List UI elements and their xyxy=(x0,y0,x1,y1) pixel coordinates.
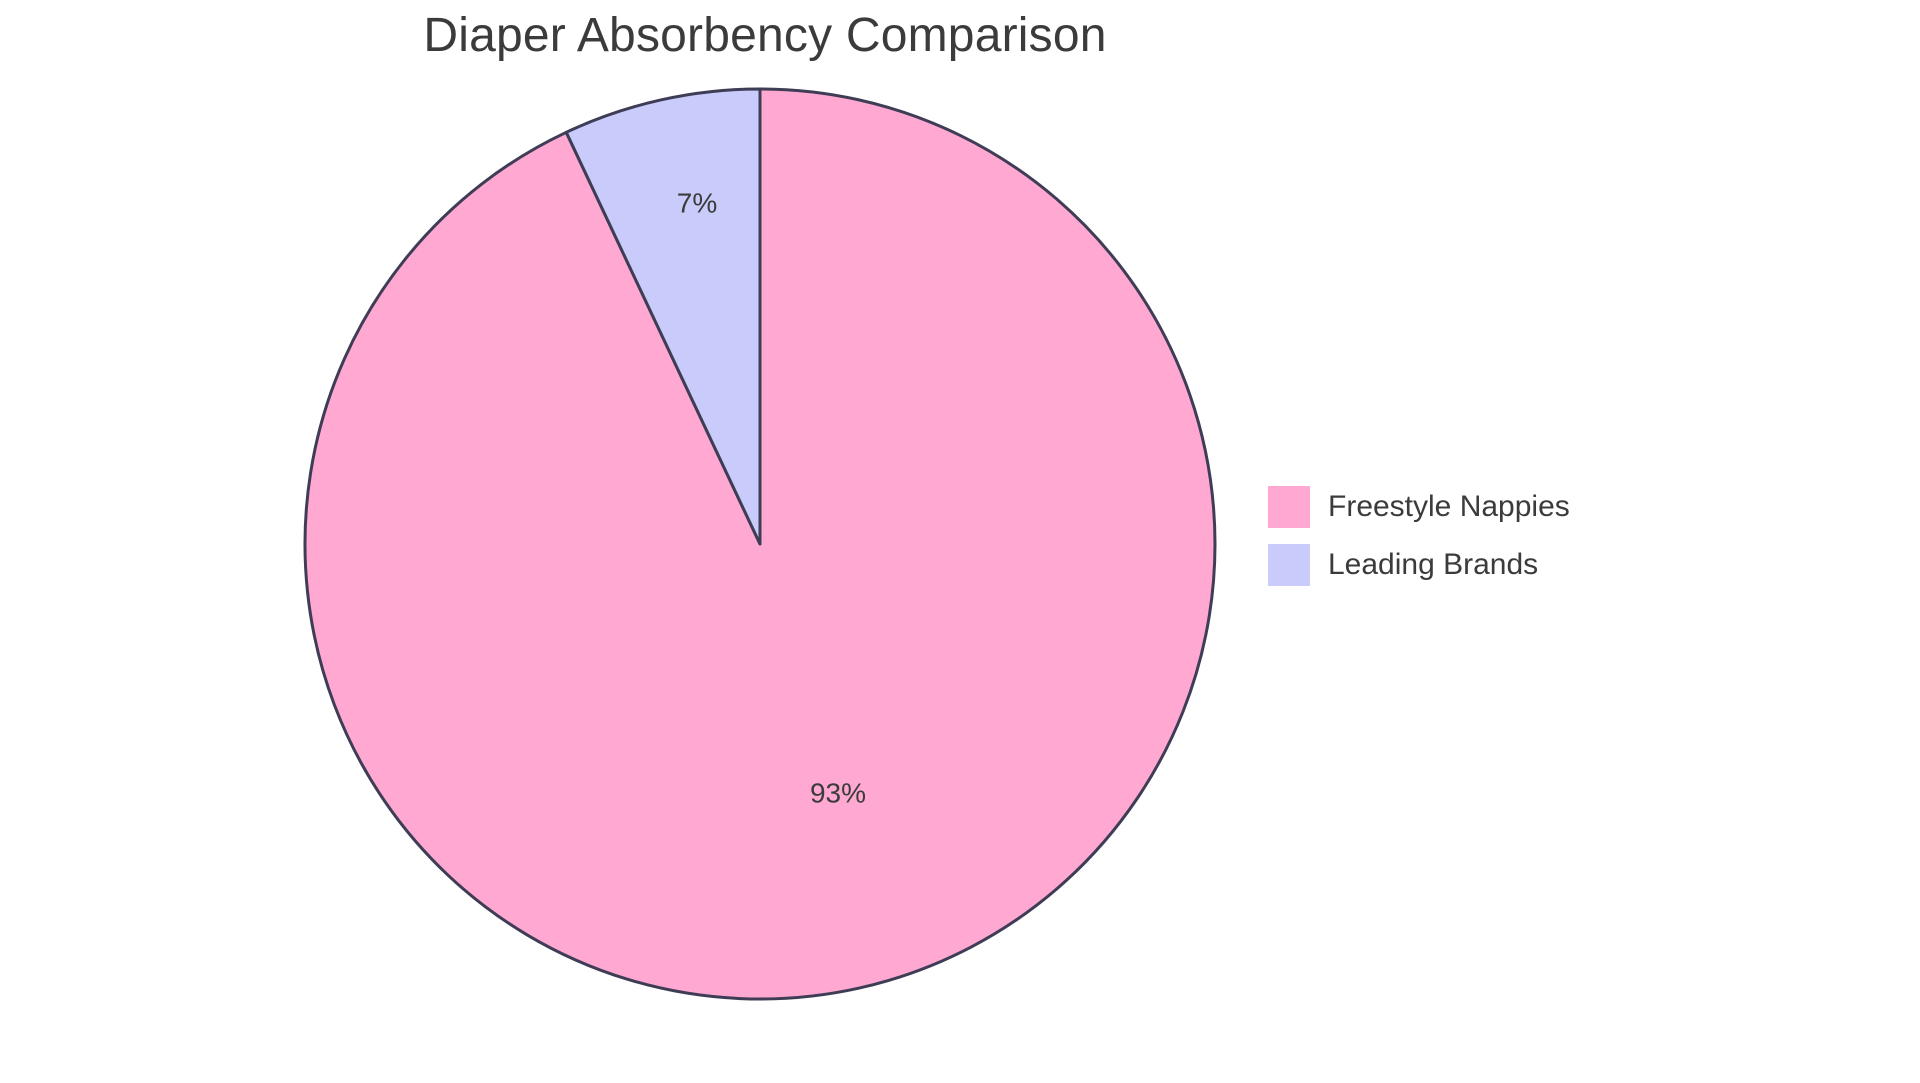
chart-legend: Freestyle Nappies Leading Brands xyxy=(1268,486,1570,586)
pie-slices-group xyxy=(303,87,1217,1001)
legend-swatch-icon-2 xyxy=(1268,544,1310,586)
legend-item-2[interactable]: Leading Brands xyxy=(1268,544,1570,586)
chart-title: Diaper Absorbency Comparison xyxy=(423,9,1107,62)
legend-label-1: Freestyle Nappies xyxy=(1328,490,1570,523)
pie-chart: 93% 7% xyxy=(303,87,1217,1001)
pie-slice-label-2: 7% xyxy=(677,187,717,218)
pie-slice-label-1: 93% xyxy=(810,777,866,808)
legend-item-1[interactable]: Freestyle Nappies xyxy=(1268,486,1570,528)
legend-swatch-icon-1 xyxy=(1268,486,1310,528)
pie-slice-labels-group: 93% 7% xyxy=(677,187,866,808)
pie-slice-2[interactable] xyxy=(564,87,762,546)
legend-label-2: Leading Brands xyxy=(1328,548,1539,581)
